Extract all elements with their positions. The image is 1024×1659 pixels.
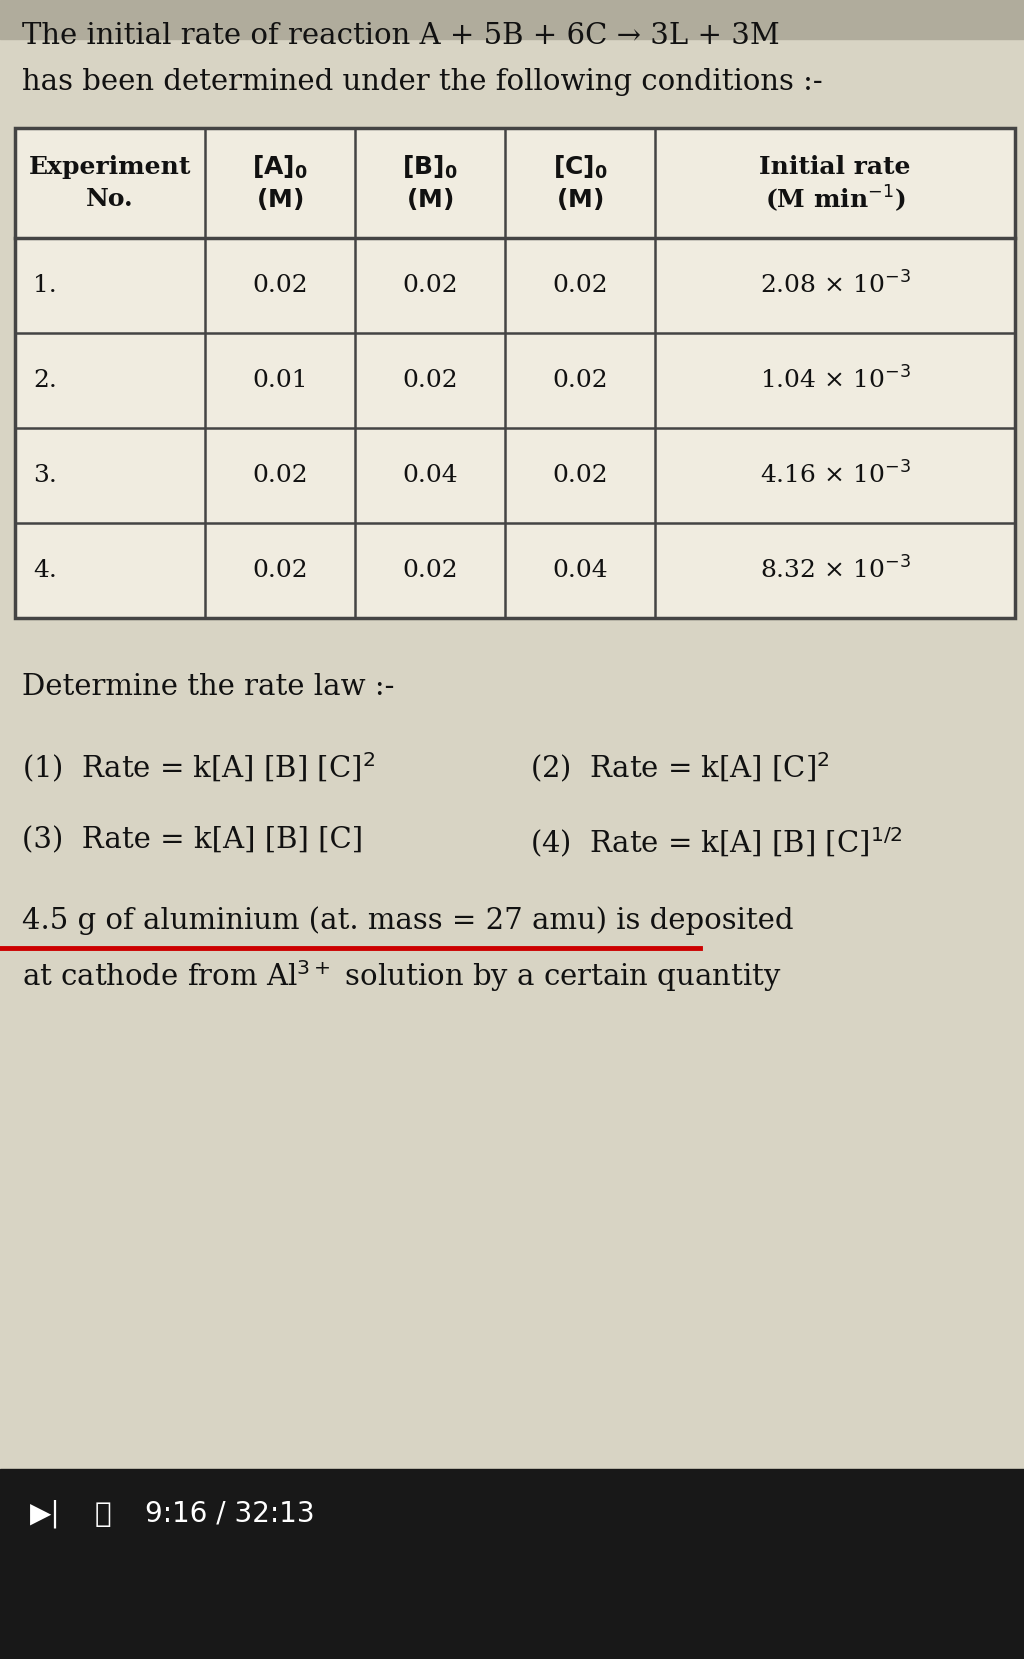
- Text: ▶|: ▶|: [30, 1500, 60, 1528]
- Text: 8.32 × 10$^{-3}$: 8.32 × 10$^{-3}$: [760, 557, 910, 584]
- Text: 3.: 3.: [33, 465, 57, 488]
- Text: 🔊: 🔊: [95, 1500, 112, 1528]
- Text: The initial rate of reaction A + 5B + 6C → 3L + 3M: The initial rate of reaction A + 5B + 6C…: [22, 22, 779, 50]
- Text: 1.: 1.: [33, 274, 56, 297]
- Text: (2)  Rate = k[A] [C]$^2$: (2) Rate = k[A] [C]$^2$: [530, 752, 829, 785]
- Text: 0.02: 0.02: [252, 559, 308, 582]
- Bar: [15, 128, 1015, 619]
- Text: Determine the rate law :-: Determine the rate law :-: [22, 674, 394, 702]
- Bar: [15, 128, 1015, 619]
- Text: $\mathbf{(M)}$: $\mathbf{(M)}$: [256, 186, 304, 212]
- Text: $\mathbf{[C]_0}$: $\mathbf{[C]_0}$: [553, 153, 607, 181]
- Text: 0.04: 0.04: [552, 559, 608, 582]
- Text: has been determined under the following conditions :-: has been determined under the following …: [22, 68, 822, 96]
- Text: Experiment: Experiment: [29, 154, 191, 179]
- Text: 0.02: 0.02: [402, 559, 458, 582]
- Text: Initial rate: Initial rate: [759, 154, 910, 179]
- Bar: [0, 0, 1024, 40]
- Text: 0.04: 0.04: [402, 465, 458, 488]
- Text: (M min$^{-1}$): (M min$^{-1}$): [765, 184, 905, 214]
- Text: at cathode from Al$^{3+}$ solution by a certain quantity: at cathode from Al$^{3+}$ solution by a …: [22, 957, 781, 994]
- Text: 0.02: 0.02: [252, 274, 308, 297]
- Text: (1)  Rate = k[A] [B] [C]$^2$: (1) Rate = k[A] [B] [C]$^2$: [22, 752, 375, 785]
- Text: 4.: 4.: [33, 559, 57, 582]
- Text: 1.04 × 10$^{-3}$: 1.04 × 10$^{-3}$: [760, 367, 910, 395]
- Text: $\mathbf{[B]_0}$: $\mathbf{[B]_0}$: [402, 153, 458, 181]
- Text: 0.02: 0.02: [552, 274, 608, 297]
- Text: (3)  Rate = k[A] [B] [C]: (3) Rate = k[A] [B] [C]: [22, 826, 364, 854]
- Text: No.: No.: [86, 187, 134, 211]
- Bar: [0, 1468, 1024, 1659]
- Text: 0.02: 0.02: [552, 465, 608, 488]
- Text: (4)  Rate = k[A] [B] [C]$^{1/2}$: (4) Rate = k[A] [B] [C]$^{1/2}$: [530, 826, 902, 861]
- Text: 4.16 × 10$^{-3}$: 4.16 × 10$^{-3}$: [760, 461, 910, 489]
- Text: 0.02: 0.02: [552, 368, 608, 392]
- Text: 2.08 × 10$^{-3}$: 2.08 × 10$^{-3}$: [760, 272, 910, 299]
- Text: 9:16 / 32:13: 9:16 / 32:13: [145, 1500, 314, 1528]
- Text: 0.01: 0.01: [252, 368, 308, 392]
- Text: $\mathbf{(M)}$: $\mathbf{(M)}$: [556, 186, 604, 212]
- Text: 0.02: 0.02: [252, 465, 308, 488]
- Text: 2.: 2.: [33, 368, 57, 392]
- Text: 0.02: 0.02: [402, 274, 458, 297]
- Text: 0.02: 0.02: [402, 368, 458, 392]
- Text: $\mathbf{(M)}$: $\mathbf{(M)}$: [407, 186, 454, 212]
- Text: $\mathbf{[A]_0}$: $\mathbf{[A]_0}$: [252, 153, 308, 181]
- Text: 4.5 g of aluminium (at. mass = 27 amu) is deposited: 4.5 g of aluminium (at. mass = 27 amu) i…: [22, 906, 794, 934]
